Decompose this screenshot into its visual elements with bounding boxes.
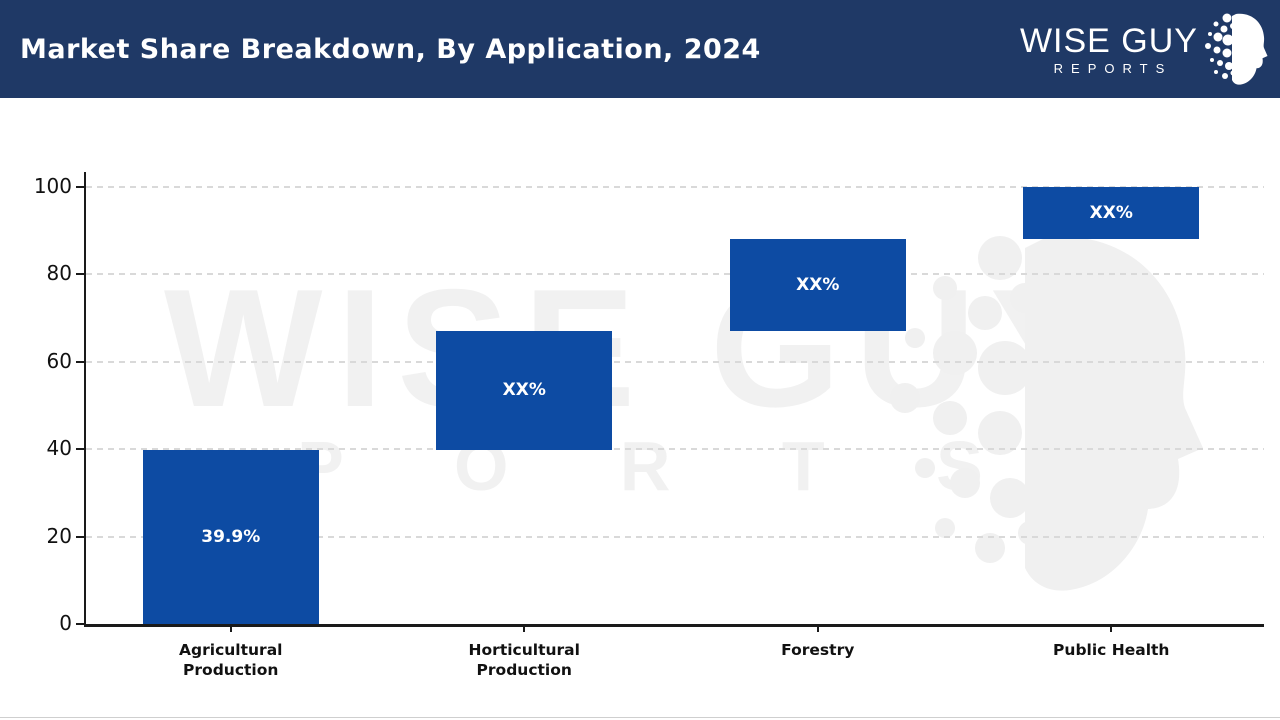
y-gridline bbox=[86, 448, 1264, 451]
y-gridline bbox=[86, 273, 1264, 276]
y-tick-mark bbox=[76, 448, 84, 451]
y-tick-label: 40 bbox=[46, 436, 72, 461]
brand-logo: WISE GUY REPORTS bbox=[1020, 10, 1268, 88]
bar-agricultural-production bbox=[142, 449, 319, 624]
watermark-wordmark: WISE GUY bbox=[163, 254, 1117, 442]
y-tick-label: 20 bbox=[46, 523, 72, 548]
brand-logo-text: WISE GUY REPORTS bbox=[1020, 23, 1198, 76]
bar-horticultural-production bbox=[436, 331, 613, 450]
bar-public-health bbox=[1023, 187, 1200, 240]
chart-title: Market Share Breakdown, By Application, … bbox=[20, 33, 761, 65]
bar-value-label: XX% bbox=[1089, 203, 1133, 224]
x-axis-spine bbox=[84, 624, 1264, 627]
y-tick-mark bbox=[76, 186, 84, 188]
x-category-label: Public Health bbox=[1053, 641, 1170, 659]
bar-forestry bbox=[729, 239, 906, 332]
x-tick-mark bbox=[816, 624, 819, 632]
y-tick-label: 80 bbox=[46, 261, 72, 286]
y-tick-mark bbox=[76, 535, 84, 538]
x-category-label: Horticultural Production bbox=[468, 641, 580, 679]
logo-head-icon bbox=[1205, 13, 1268, 85]
bar-value-label: XX% bbox=[796, 275, 840, 296]
y-gridline bbox=[86, 186, 1264, 188]
footer-divider bbox=[0, 717, 1280, 718]
bar-value-label: 39.9% bbox=[201, 526, 261, 547]
y-tick-mark bbox=[76, 360, 84, 363]
y-gridline bbox=[86, 360, 1264, 363]
x-tick-mark bbox=[229, 624, 232, 632]
logo-subtext: REPORTS bbox=[1053, 60, 1173, 76]
y-tick-label: 100 bbox=[33, 174, 72, 198]
y-tick-mark bbox=[76, 273, 84, 276]
x-tick-mark bbox=[1110, 624, 1113, 632]
bar-value-label: XX% bbox=[502, 380, 546, 401]
x-category-label: Agricultural Production bbox=[179, 641, 283, 679]
y-tick-label: 0 bbox=[59, 611, 72, 635]
y-tick-label: 60 bbox=[46, 348, 72, 373]
y-gridline bbox=[86, 535, 1264, 538]
x-tick-mark bbox=[523, 624, 526, 632]
chart-area: WISE GUY P O R T S 0 20 40 60 80 100 39.9% Agri… bbox=[0, 98, 1280, 717]
logo-wordmark: WISE GUY bbox=[1019, 21, 1198, 60]
y-tick-mark bbox=[76, 623, 84, 625]
x-category-label: Forestry bbox=[781, 641, 855, 659]
header-banner: Market Share Breakdown, By Application, … bbox=[0, 0, 1280, 98]
y-axis-spine bbox=[84, 172, 86, 626]
